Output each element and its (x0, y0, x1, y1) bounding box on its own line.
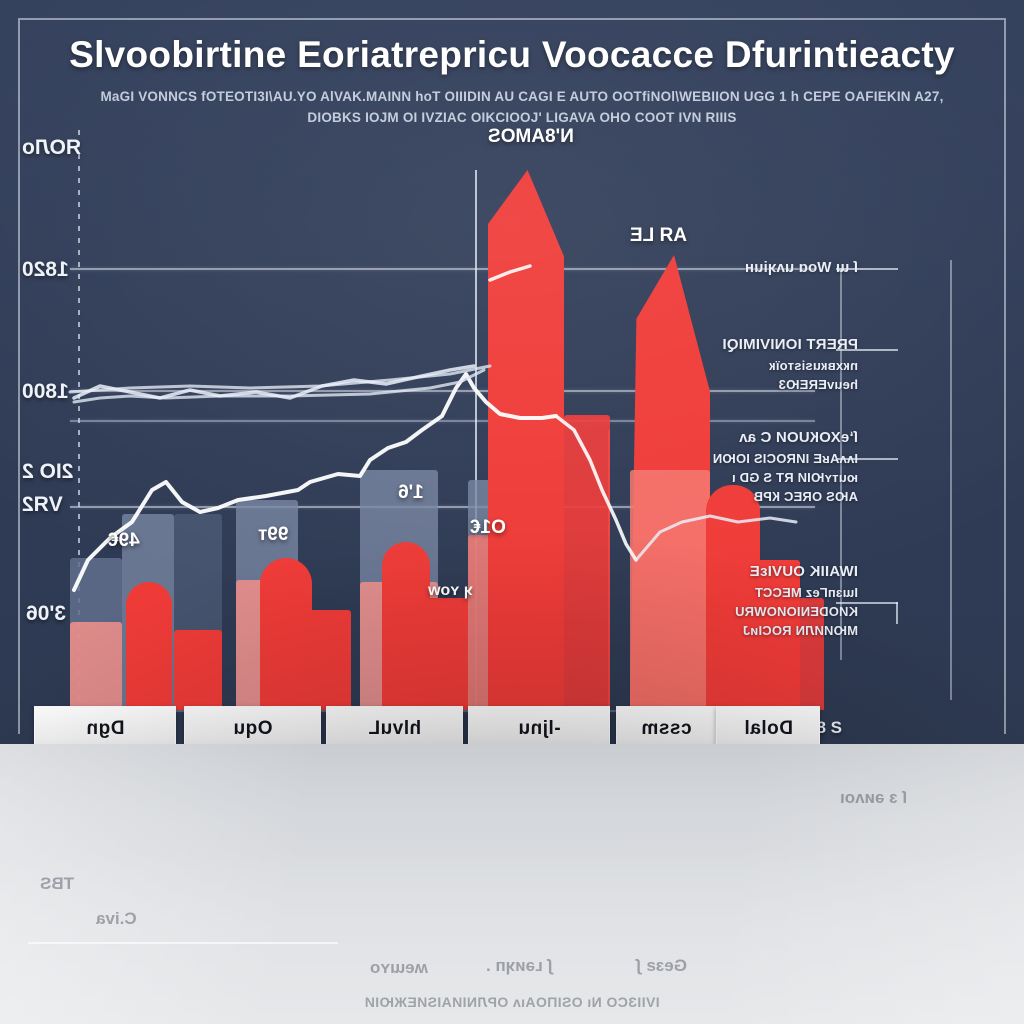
bar-red-spike-1[interactable] (488, 170, 564, 710)
leader-line-icon (836, 458, 898, 460)
gridline (70, 506, 815, 508)
reflection-mark-0: TBS (40, 874, 74, 893)
annotation-4-body: IɯɜпΓеz МЕССТ KИODЕNIОИOWRU МЮИИЛN ROCIи… (734, 585, 858, 638)
annotation-2-heading: PRЕRT IONIVIMIQI (722, 336, 858, 353)
reflection-mark-5: ſ ɜ ǝиʌoι (840, 788, 908, 807)
bar-red-7[interactable] (564, 415, 610, 710)
bar-red-1[interactable] (126, 582, 172, 710)
point-label-1: 99т (258, 524, 289, 545)
x-axis-label-3-text: -ljnu (517, 718, 561, 739)
y-tick-label-5: 3'06 (26, 602, 67, 625)
reflection-caption: IVIIЗCO Nι OSIΠOАιʌ ОPЛNIИАISИЕЖЮIИ (364, 994, 660, 1010)
gridline (70, 268, 815, 270)
subtitle-line-1: MaGI VONNCS fOTEOTI3I\AU.YO AlVAK.MAINN … (100, 89, 944, 104)
trend-line (68, 264, 798, 592)
annotation-4-heading: IWAIIK OUVIɛE (749, 563, 858, 580)
peak-label-0: N'8AMOS (488, 126, 574, 147)
bar-group (70, 130, 824, 710)
reflection-mark-4: Geɜƨ ʃ (636, 956, 687, 975)
bar-red-pale-5[interactable] (630, 470, 710, 710)
reflection-surface: TBS C.iva ʍеɯʏo ʃ ʟǝиʞп . Geɜƨ ʃ ſ ɜ ǝиʌ… (0, 744, 1024, 1024)
x-axis-label-0-text: Dgn (85, 718, 125, 739)
page-subtitle: MaGI VONNCS fOTEOTI3I\AU.YO AlVAK.MAINN … (60, 86, 984, 128)
annotation-item-3[interactable]: ſʻеХОКUОИ С аʌ IʌʌAʁЕ IИROCIS IОЮN юuтʏЮ… (698, 428, 898, 506)
annotation-item-1[interactable]: ſ ɯ Woɑ uʌʞiuʜ (698, 258, 898, 279)
y-tick-label-4: VЯ2 (22, 493, 63, 516)
y-tick-label-3: 2IO 2 (22, 460, 74, 483)
y-axis (78, 130, 80, 710)
bar-red-3[interactable] (260, 558, 312, 710)
annotation-3-heading: ſʻеХОКUОИ С аʌ (738, 429, 858, 446)
subtitle-line-2: DIOBKS IOJM OI IVZIAC OIKCIOOJ' LIGAVA O… (307, 110, 737, 125)
annotation-item-2[interactable]: PRЕRT IONIVIMIQI nкxвкusisтоïк hеuvЕRЕЮ3 (698, 335, 898, 394)
reflection-mark-2: ʍеɯʏo (370, 958, 428, 977)
y-tick-label-1: 1820 (22, 258, 69, 281)
page-title: Slvoobirtine Eoriatrepricu Voocacce Dfur… (69, 34, 955, 75)
point-label-3: O1€ (470, 517, 506, 538)
x-axis-label-3[interactable]: -ljnu (468, 706, 610, 744)
gridline (70, 420, 815, 422)
annotation-legend: ſ ɯ Woɑ uʌʞiuʜ PRЕRT IONIVIMIQI nкxвкusi… (713, 150, 1012, 737)
x-axis-label-2-text: hlvuL (367, 718, 422, 739)
x-axis-label-0[interactable]: Dgn (34, 706, 176, 744)
annotation-item-4[interactable]: IWAIIK OUVIɛE IɯɜпΓеz МЕССТ KИODЕNIОИOWR… (698, 562, 898, 640)
reflection-sheen (0, 744, 1024, 1024)
bar-red-8[interactable] (706, 485, 760, 710)
annotation-rail-secondary (840, 268, 842, 660)
annotation-rail (950, 260, 952, 700)
annotation-2-body: nкxвкusisтоïк hеuvЕRЕЮ3 (768, 358, 858, 392)
leader-line-icon (836, 602, 898, 604)
point-label-4: ʞ ʏow (428, 582, 473, 599)
reflection-fade (0, 744, 1024, 1024)
axis-divider (475, 170, 477, 710)
x-axis-label-4[interactable]: cssm (616, 706, 716, 744)
leader-line-icon (836, 268, 898, 270)
y-tick-label-2: 1800 (22, 380, 69, 403)
x-axis-label-5-text: Dolal (743, 718, 793, 739)
peak-label-1: AЯ LE (630, 225, 687, 246)
x-axis-label-1[interactable]: Oqu (184, 706, 321, 744)
x-axis-label-1-text: Oqu (232, 718, 273, 739)
y-tick-label-0: ЯOЛo (22, 136, 81, 159)
point-label-2: 1'6 (398, 482, 424, 503)
bar-red-4[interactable] (307, 610, 351, 710)
x-axis-labels: Dgn Oqu hlvuL -ljnu cssm Dolal (34, 706, 824, 744)
leader-line-icon (836, 349, 898, 351)
bar-red-5[interactable] (382, 542, 430, 710)
leader-tick-icon (896, 602, 898, 624)
reflection-rule (28, 942, 338, 944)
annotation-1-heading: ſ ɯ Woɑ uʌʞiuʜ (744, 259, 858, 276)
gridline (70, 390, 815, 392)
reflection-mark-1: C.iva (96, 909, 137, 928)
bar-red-9[interactable] (758, 560, 800, 710)
x-axis-label-4-text: cssm (640, 718, 692, 739)
plot-area: ЯOЛo 1820 1800 2IO 2 VЯ2 3'06 49€ 99т 1'… (22, 126, 824, 712)
bar-red-pale-1[interactable] (70, 622, 122, 710)
bar-red-6[interactable] (427, 598, 469, 710)
x-axis-label-5[interactable]: Dolal (716, 706, 820, 744)
x-axis-label-2[interactable]: hlvuL (326, 706, 463, 744)
chart-panel: Slvoobirtine Eoriatrepricu Voocacce Dfur… (0, 0, 1024, 744)
bar-red-10[interactable] (794, 598, 824, 710)
bar-red-2[interactable] (174, 630, 222, 710)
point-label-0: 49€ (108, 530, 140, 551)
reflection-mark-3: ʃ ʟǝиʞп . (486, 956, 554, 975)
